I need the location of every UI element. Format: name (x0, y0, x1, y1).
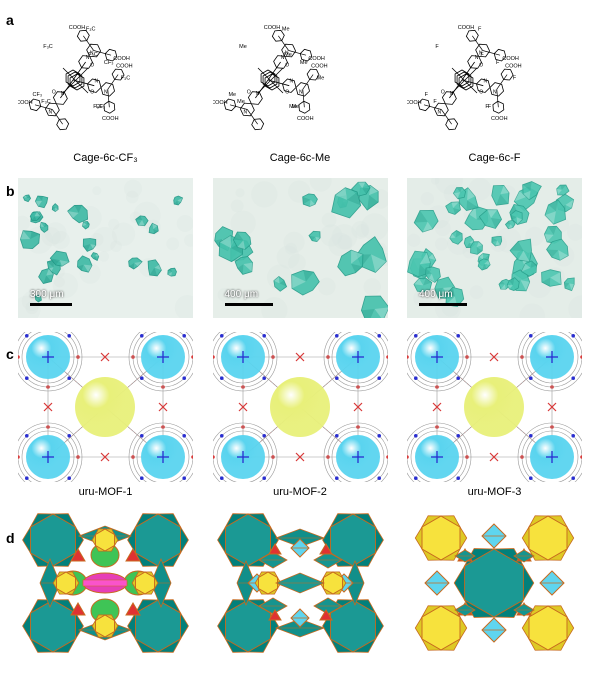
row-a-label: a (6, 12, 14, 28)
svg-text:F₃C: F₃C (88, 52, 98, 58)
svg-text:N: N (104, 89, 108, 95)
svg-text:F₃C: F₃C (93, 104, 103, 110)
svg-text:COOH: COOH (407, 100, 422, 106)
svg-text:Me: Me (289, 104, 297, 110)
panel-b3: 400 μm (407, 178, 582, 318)
scaletxt-3: 400 μm (419, 289, 453, 300)
svg-text:COOH: COOH (311, 64, 328, 70)
svg-text:F₃C: F₃C (41, 99, 51, 105)
svg-text:F: F (480, 52, 484, 58)
polyhedra-2 (213, 508, 388, 658)
svg-text:N: N (243, 109, 247, 115)
svg-text:CF₃: CF₃ (104, 60, 114, 66)
svg-text:Me: Me (239, 44, 247, 50)
row-a: NNCOOHF₃CCOOHCF₃ONNCOOHF₃CCOOHCF₃ONNCOOH… (0, 8, 600, 164)
row-b-label: b (6, 183, 15, 199)
svg-text:N: N (289, 79, 293, 85)
caption-a2: Cage-6c-Me (270, 152, 331, 164)
svg-text:N: N (61, 91, 65, 97)
svg-text:Me: Me (299, 60, 307, 66)
svg-text:F₃C: F₃C (43, 44, 53, 50)
svg-text:F: F (425, 92, 429, 98)
row-c-label: c (6, 346, 14, 362)
svg-text:O: O (479, 63, 483, 69)
svg-text:COOH: COOH (113, 56, 130, 62)
svg-text:COOH: COOH (502, 56, 519, 62)
svg-text:Me: Me (237, 99, 245, 105)
svg-text:O: O (90, 63, 94, 69)
svg-text:COOH: COOH (69, 25, 86, 31)
panel-c3: uru-MOF-3 (407, 332, 582, 498)
svg-text:Me: Me (284, 52, 292, 58)
svg-text:COOH: COOH (458, 25, 475, 31)
chem-structure-cf3: NNCOOHF₃CCOOHCF₃ONNCOOHF₃CCOOHCF₃ONNCOOH… (18, 8, 193, 148)
svg-text:O: O (479, 89, 483, 95)
svg-text:COOH: COOH (213, 100, 228, 106)
mof-structure-3 (407, 332, 582, 482)
svg-text:N: N (438, 109, 442, 115)
caption-c3: uru-MOF-3 (468, 486, 522, 498)
svg-text:COOH: COOH (18, 100, 33, 106)
panel-d3 (407, 508, 582, 658)
svg-text:COOH: COOH (297, 116, 314, 122)
svg-text:O: O (90, 89, 94, 95)
svg-text:Me: Me (228, 92, 236, 98)
panel-a1: NNCOOHF₃CCOOHCF₃ONNCOOHF₃CCOOHCF₃ONNCOOH… (18, 8, 193, 164)
mof-structure-2 (213, 332, 388, 482)
svg-text:COOH: COOH (491, 116, 508, 122)
svg-text:Me: Me (316, 76, 324, 82)
panel-a2: NNCOOHMeCOOHMeONNCOOHMeCOOHMeONNCOOHMeOM… (213, 8, 388, 164)
caption-c2: uru-MOF-2 (273, 486, 327, 498)
panel-d2 (213, 508, 388, 658)
svg-text:O: O (52, 89, 56, 95)
svg-text:COOH: COOH (505, 64, 522, 70)
panel-d1 (18, 508, 193, 658)
scalebar-3 (419, 303, 467, 306)
chem-structure-me: NNCOOHMeCOOHMeONNCOOHMeCOOHMeONNCOOHMeOM… (213, 8, 388, 148)
panel-c1: uru-MOF-1 (18, 332, 193, 498)
panel-a3: NNCOOHFCOOHFONNCOOHFCOOHFONNCOOHFOFFFF C… (407, 8, 582, 164)
svg-text:N: N (483, 79, 487, 85)
caption-a1: Cage-6c-CF₃ (73, 152, 137, 164)
chem-structure-f: NNCOOHFCOOHFONNCOOHFCOOHFONNCOOHFOFFFF (407, 8, 582, 148)
polyhedra-3 (407, 508, 582, 658)
svg-text:N: N (298, 89, 302, 95)
svg-text:F₃C: F₃C (121, 76, 131, 82)
svg-text:N: N (94, 79, 98, 85)
panel-c2: uru-MOF-2 (213, 332, 388, 498)
scalebar-2 (225, 303, 273, 306)
caption-c1: uru-MOF-1 (79, 486, 133, 498)
svg-text:Me: Me (281, 27, 289, 33)
svg-text:O: O (246, 89, 250, 95)
svg-text:O: O (441, 89, 445, 95)
svg-text:N: N (255, 91, 259, 97)
svg-text:F: F (433, 99, 437, 105)
svg-text:F: F (513, 76, 517, 82)
scaletxt-1: 300 μm (30, 289, 64, 300)
panel-b2: 400 μm (213, 178, 388, 318)
mof-structure-1 (18, 332, 193, 482)
svg-text:F: F (478, 27, 482, 33)
row-d-label: d (6, 530, 15, 546)
scaletxt-2: 400 μm (225, 289, 259, 300)
svg-text:COOH: COOH (263, 25, 280, 31)
svg-text:F₃C: F₃C (86, 27, 96, 33)
svg-text:F: F (435, 44, 439, 50)
polyhedra-1 (18, 508, 193, 658)
svg-text:COOH: COOH (308, 56, 325, 62)
svg-text:O: O (285, 89, 289, 95)
row-c: uru-MOF-1 uru-MOF-2 uru-MOF-3 (0, 332, 600, 498)
row-b: 300 μm 400 μm 400 μm (0, 178, 600, 318)
row-d (0, 508, 600, 658)
caption-a3: Cage-6c-F (469, 152, 521, 164)
svg-text:O: O (285, 63, 289, 69)
panel-b1: 300 μm (18, 178, 193, 318)
svg-text:COOH: COOH (116, 64, 133, 70)
svg-text:N: N (49, 109, 53, 115)
scalebar-1 (30, 303, 72, 306)
svg-text:N: N (493, 89, 497, 95)
svg-text:CF₃: CF₃ (33, 92, 43, 98)
svg-text:N: N (450, 91, 454, 97)
svg-text:COOH: COOH (102, 116, 119, 122)
